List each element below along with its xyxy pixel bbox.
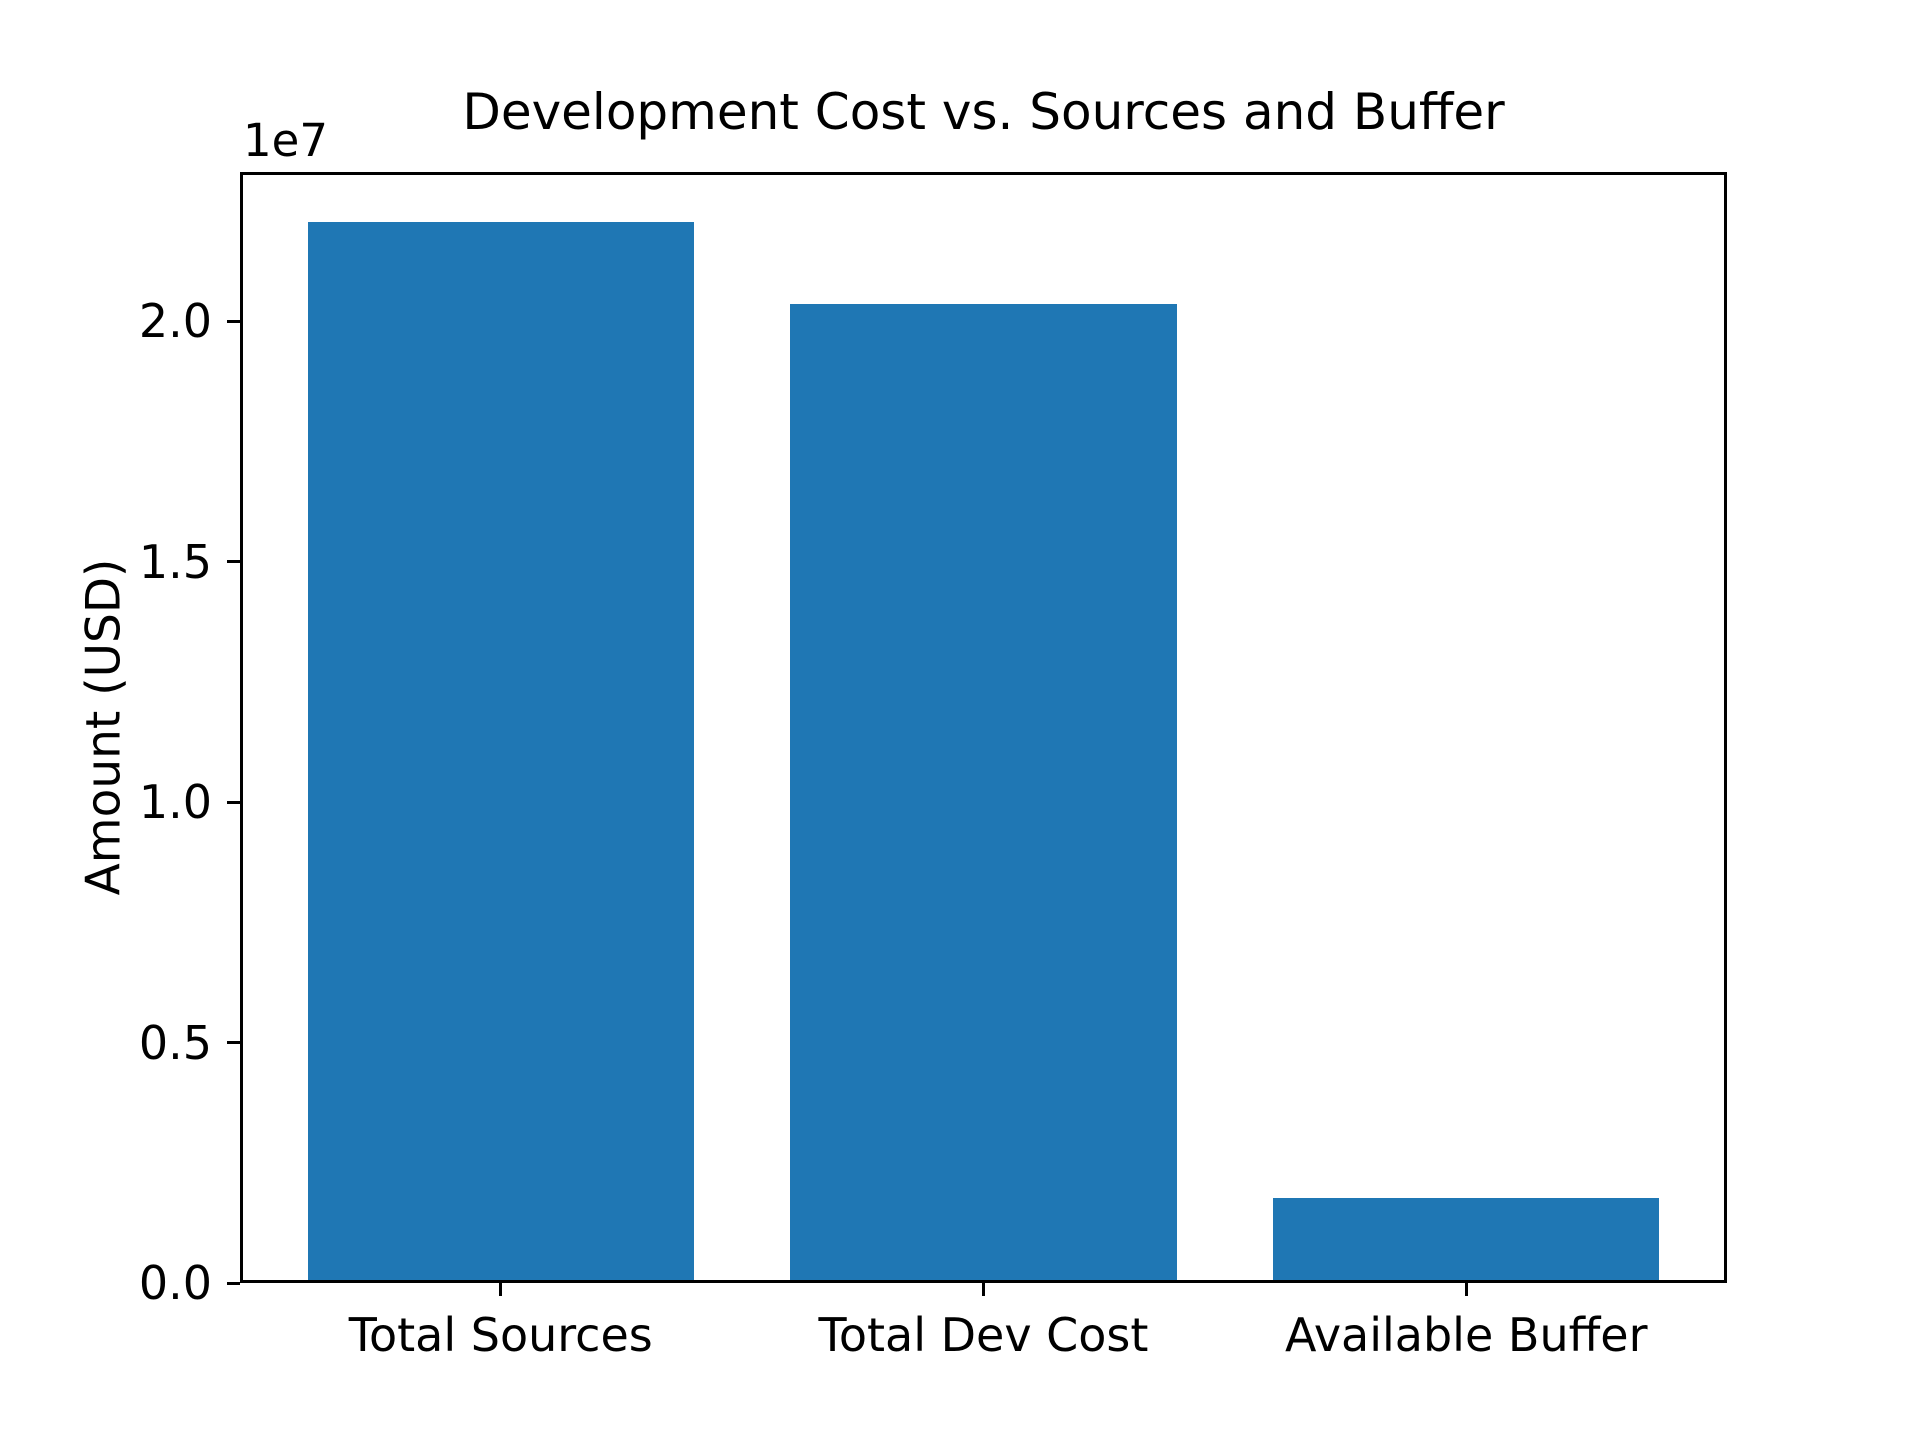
plot-area [240,172,1727,1283]
x-tick-mark [499,1283,503,1296]
x-tick-label-total-dev-cost: Total Dev Cost [818,1308,1149,1362]
y-tick-mark [227,319,240,323]
bar-total-dev-cost [790,303,1177,1280]
y-tick-mark [227,560,240,564]
x-tick-label-total-sources: Total Sources [348,1308,653,1362]
x-tick-mark [982,1283,985,1296]
y-tick-mark [227,1041,240,1045]
y-tick-label-2.0: 2.0 [138,294,212,349]
y-tick-mark [227,1281,240,1285]
chart-title: Development Cost vs. Sources and Buffer [462,83,1505,141]
y-tick-label-1.0: 1.0 [138,775,212,830]
y-axis-label: Amount (USD) [76,558,132,896]
y-tick-label-0.0: 0.0 [138,1256,212,1310]
y-axis-offset-text: 1e7 [243,114,328,167]
x-tick-label-available-buffer: Available Buffer [1285,1308,1648,1362]
y-tick-label-0.5: 0.5 [138,1015,212,1070]
bar-total-sources [307,221,694,1280]
y-tick-mark [227,800,240,804]
x-tick-mark [1464,1283,1468,1296]
bar-available-buffer [1273,1198,1660,1280]
y-tick-label-1.5: 1.5 [138,534,212,589]
